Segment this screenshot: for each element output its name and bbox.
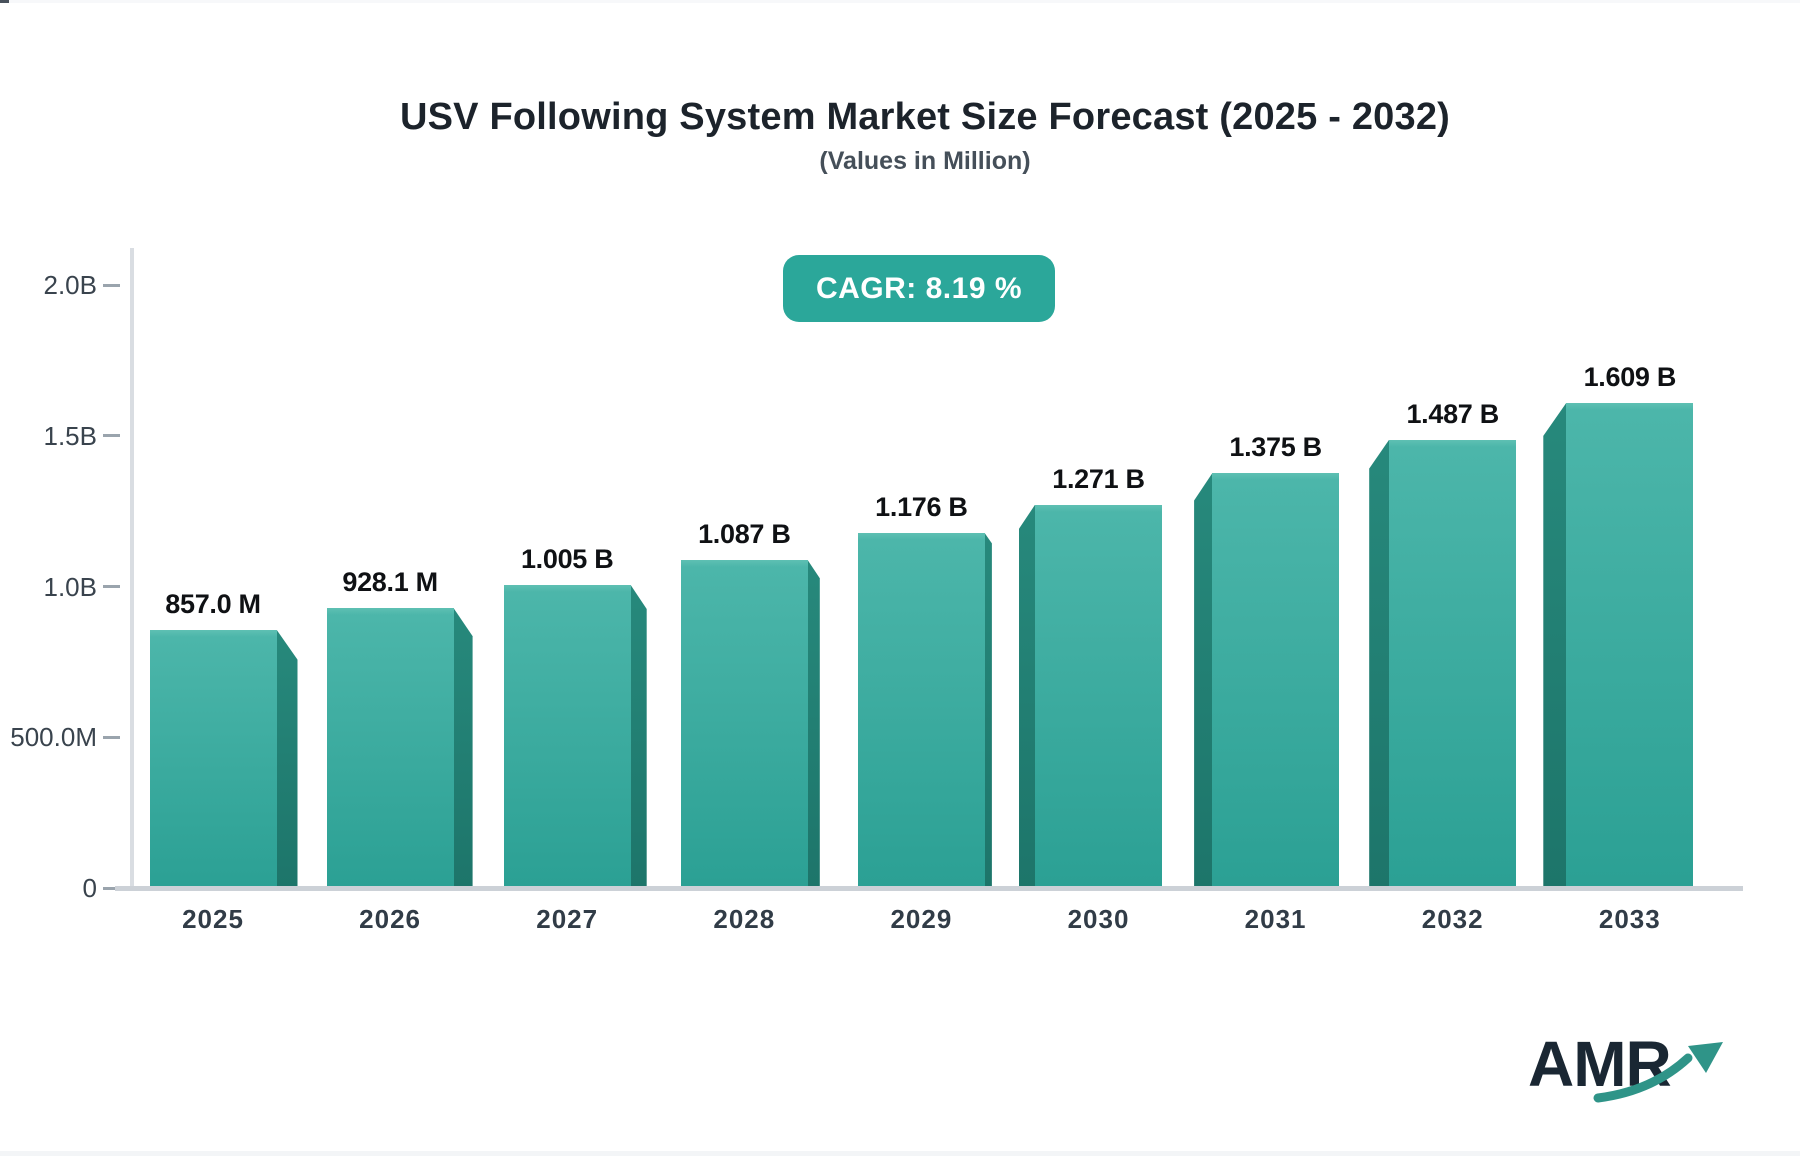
page-subtitle: (Values in Million) (819, 147, 1031, 175)
bar-side-shadow (276, 629, 298, 888)
bar-2028 (680, 560, 820, 888)
growth-arrow-icon (1593, 1042, 1723, 1103)
bar-2033 (1543, 402, 1694, 888)
amr-logo: AMR (1528, 1032, 1738, 1112)
y-tick-dash (103, 735, 120, 739)
x-axis-line (115, 886, 1743, 891)
bar-face (503, 584, 631, 888)
page-title: USV Following System Market Size Forecas… (399, 96, 1451, 138)
bar-2031 (1194, 473, 1340, 888)
bar-2026 (326, 608, 473, 888)
bar-value-label: 928.1 M (342, 567, 438, 598)
bottom-border (0, 1151, 1800, 1156)
y-tick-dash (103, 283, 120, 287)
y-tick-dash (103, 434, 120, 438)
x-axis-label-2033: 2033 (1598, 904, 1661, 934)
y-tick-label: 1.5B (43, 420, 98, 451)
bar-face (1389, 439, 1517, 888)
bar-2027 (503, 584, 647, 888)
bar-face (1566, 402, 1694, 888)
bar-face (857, 533, 985, 888)
bar-value-label: 1.487 B (1406, 398, 1499, 429)
bar-side-shadow (807, 560, 820, 888)
cagr-badge-label: CAGR: 8.19 % (815, 271, 1023, 305)
bar-2029 (857, 533, 992, 888)
y-tick-label: 500.0M (10, 722, 97, 753)
y-axis-line (130, 248, 134, 888)
top-border (0, 0, 1800, 3)
bar-face (1212, 473, 1340, 888)
bar-2025 (149, 629, 298, 888)
x-axis-label-2026: 2026 (359, 904, 422, 934)
y-tick-label: 0 (82, 873, 97, 903)
x-axis-label-2025: 2025 (182, 904, 244, 934)
x-axis-label-2028: 2028 (713, 904, 776, 934)
bar-2030 (1019, 504, 1162, 888)
top-border-mark (0, 0, 9, 3)
y-tick-dash (103, 585, 120, 588)
bar-side-shadow (453, 608, 473, 888)
bar-value-label: 1.375 B (1229, 432, 1322, 463)
x-axis-label-2030: 2030 (1067, 904, 1130, 934)
chart-header: USV Following System Market Size Forecas… (25, 0, 1800, 176)
bar-value-label: 1.176 B (875, 492, 968, 523)
bar-side-shadow (984, 533, 992, 888)
bar-side-shadow (1194, 473, 1213, 888)
x-axis-label-2027: 2027 (536, 904, 599, 934)
bar-2032 (1369, 439, 1517, 888)
y-tick-label: 2.0B (43, 270, 98, 300)
bar-face (1035, 504, 1162, 888)
y-tick-label: 1.0B (43, 571, 98, 602)
bar-side-shadow (1019, 504, 1035, 888)
y-tick-dash (103, 886, 120, 890)
x-axis-label-2032: 2032 (1421, 904, 1484, 934)
bar-face (680, 560, 808, 888)
bar-face (326, 608, 454, 888)
bar-value-label: 1.087 B (698, 519, 791, 550)
bar-value-label: 857.0 M (165, 588, 261, 619)
x-axis-label-2029: 2029 (890, 904, 953, 934)
cagr-badge: CAGR: 8.19 % (783, 255, 1055, 322)
x-axis-label-2031: 2031 (1244, 904, 1307, 934)
bar-value-label: 1.609 B (1583, 361, 1677, 392)
bar-side-shadow (1543, 402, 1567, 888)
bar-value-label: 1.271 B (1052, 463, 1145, 494)
bar-value-label: 1.005 B (520, 543, 614, 574)
bar-side-shadow (1369, 439, 1390, 888)
bar-side-shadow (630, 584, 647, 888)
bar-face (149, 629, 277, 888)
